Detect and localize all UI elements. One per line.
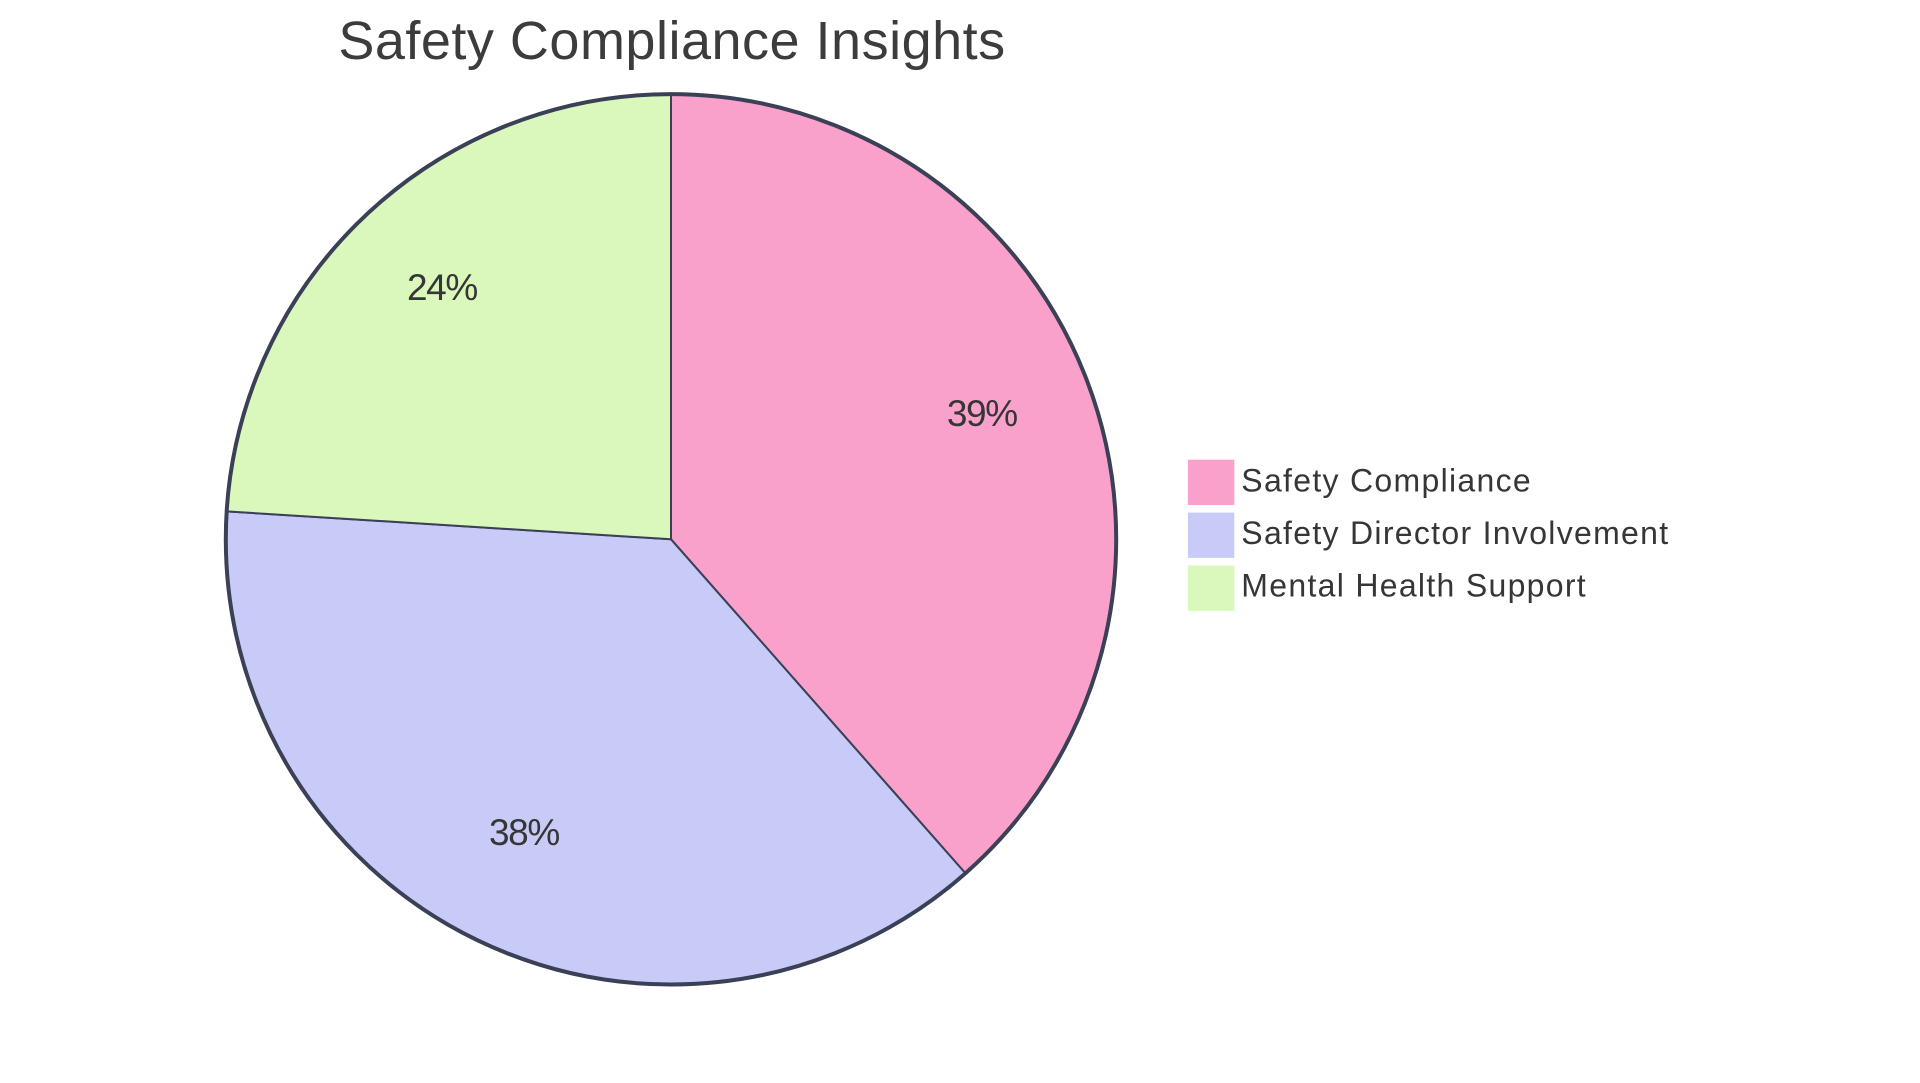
svg-text:Safety Compliance Insights: Safety Compliance Insights bbox=[338, 11, 1005, 71]
svg-text:Safety Director Involvement: Safety Director Involvement bbox=[1241, 515, 1669, 551]
svg-text:24%: 24% bbox=[407, 267, 477, 308]
svg-text:38%: 38% bbox=[489, 812, 559, 853]
svg-text:Mental Health Support: Mental Health Support bbox=[1241, 568, 1587, 604]
svg-text:Safety Compliance: Safety Compliance bbox=[1241, 463, 1532, 499]
svg-text:39%: 39% bbox=[947, 393, 1017, 434]
